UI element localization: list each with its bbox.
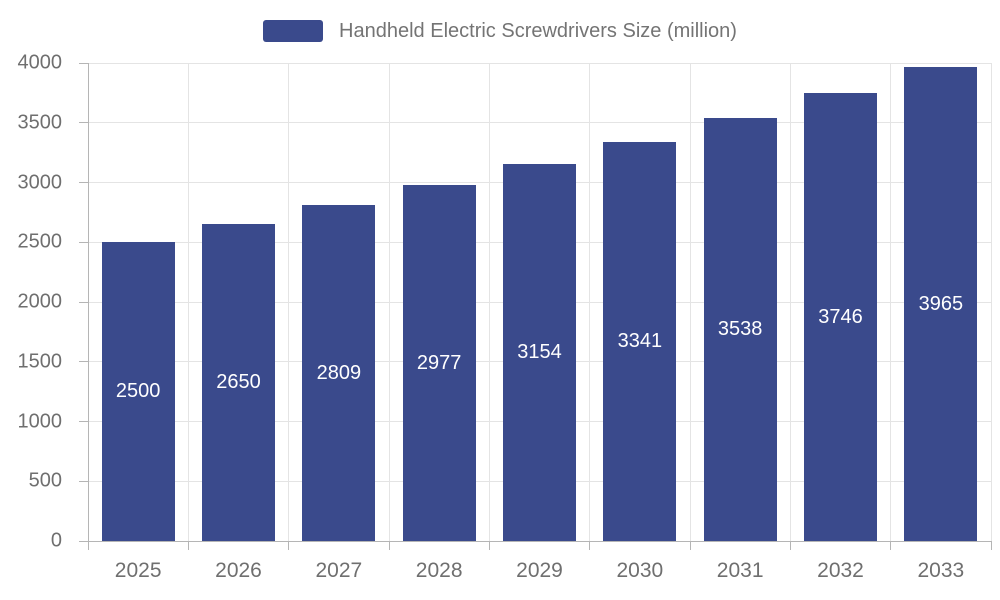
bar: 3746: [804, 93, 877, 541]
grid-line-vertical: [789, 63, 791, 541]
y-tick-label: 1500: [17, 350, 63, 373]
x-axis-tick: [789, 541, 791, 550]
bar-value-label: 2500: [115, 380, 161, 403]
bar: 2500: [101, 242, 175, 541]
bar-value-label: 3538: [717, 318, 763, 341]
x-tick-label: 2025: [114, 559, 162, 582]
x-axis-tick: [187, 541, 189, 550]
bar-value-label: 3746: [818, 305, 863, 328]
x-axis-tick: [87, 541, 89, 550]
grid-line-horizontal: [88, 122, 991, 124]
grid-line-vertical: [990, 63, 992, 541]
bar: 2977: [402, 185, 476, 541]
x-tick-label: 2033: [917, 559, 965, 582]
bar-value-label: 2809: [316, 361, 362, 384]
bar-value-label: 3965: [918, 292, 964, 315]
x-tick-label: 2031: [716, 559, 764, 582]
bar-value-label: 2650: [216, 371, 261, 394]
bar: 3538: [703, 118, 777, 541]
y-axis-tick: [79, 480, 88, 482]
x-tick-label: 2032: [817, 559, 864, 582]
y-axis-tick: [79, 361, 88, 363]
y-axis-tick: [79, 241, 88, 243]
y-tick-label: 2000: [17, 290, 63, 313]
plot-area: 0 500 1000 1500 2000 2500 3000 3500 4000 2025 2026…: [18, 52, 992, 582]
grid-line-vertical: [488, 63, 490, 541]
legend-item[interactable]: Handheld Electric Screwdrivers Size (mil…: [0, 18, 1000, 44]
y-tick-label: 0: [50, 529, 62, 552]
bar-value-label: 3341: [617, 329, 663, 352]
y-axis-tick: [79, 301, 88, 303]
x-tick-label: 2026: [215, 559, 262, 582]
legend-swatch-icon: [263, 20, 324, 42]
grid-line-vertical: [890, 63, 892, 541]
bar: 2650: [202, 224, 275, 541]
bar: 3965: [904, 67, 978, 541]
y-axis-tick: [79, 421, 88, 422]
y-tick-label: 4000: [17, 51, 63, 74]
y-axis-tick: [79, 122, 88, 124]
x-axis-tick: [890, 541, 892, 550]
y-tick-label: 2500: [17, 230, 63, 253]
y-axis-tick: [79, 62, 88, 64]
grid-line-horizontal: [88, 62, 991, 64]
x-tick-label: 2028: [415, 559, 463, 582]
x-axis-tick: [388, 541, 390, 550]
legend-label: Handheld Electric Screwdrivers Size (mil…: [339, 20, 737, 42]
x-tick-label: 2029: [516, 559, 563, 582]
x-tick-label: 2027: [315, 559, 363, 582]
grid-line-vertical: [187, 63, 189, 541]
bar: 2809: [302, 205, 376, 541]
grid-line-vertical: [689, 63, 691, 541]
y-tick-label: 3000: [17, 171, 63, 193]
x-axis-tick: [288, 541, 290, 550]
y-tick-label: 500: [28, 469, 62, 492]
x-axis-tick: [689, 541, 691, 550]
bar-value-label: 3154: [517, 341, 562, 364]
y-axis-tick: [79, 182, 88, 183]
grid-line-vertical: [288, 63, 290, 541]
grid-line-vertical: [589, 63, 591, 541]
x-axis-tick: [990, 541, 992, 550]
bar: 3341: [603, 141, 677, 541]
y-axis-line: [87, 63, 89, 541]
y-tick-label: 3500: [17, 111, 63, 134]
bar: 3154: [503, 164, 576, 541]
x-axis-tick: [488, 541, 490, 550]
x-axis-line: [79, 540, 991, 542]
x-tick-label: 2030: [616, 559, 664, 582]
grid-line-vertical: [388, 63, 390, 541]
bar-value-label: 2977: [416, 351, 462, 374]
x-axis-tick: [589, 541, 591, 550]
y-tick-label: 1000: [17, 410, 63, 432]
